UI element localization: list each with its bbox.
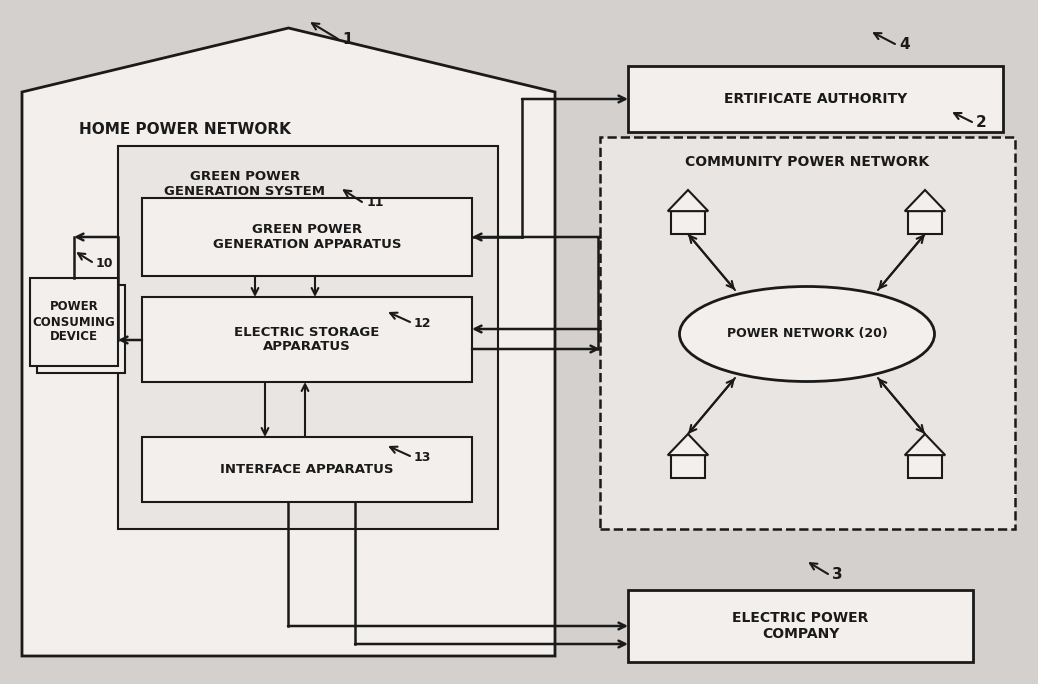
Bar (30, 278, 118, 366)
Text: POWER NETWORK (20): POWER NETWORK (20) (727, 328, 887, 341)
Text: ELECTRIC POWER
COMPANY: ELECTRIC POWER COMPANY (733, 611, 869, 641)
Text: ELECTRIC STORAGE
APPARATUS: ELECTRIC STORAGE APPARATUS (235, 326, 380, 354)
Bar (37, 285, 125, 373)
Text: COMMUNITY POWER NETWORK: COMMUNITY POWER NETWORK (685, 155, 929, 169)
Bar (628, 66, 1003, 132)
Polygon shape (905, 434, 946, 455)
Text: 1: 1 (342, 32, 353, 47)
Bar (600, 137, 1015, 529)
Polygon shape (667, 434, 708, 455)
Text: GREEN POWER
GENERATION APPARATUS: GREEN POWER GENERATION APPARATUS (213, 223, 402, 251)
Polygon shape (905, 190, 946, 211)
Text: 3: 3 (832, 567, 843, 582)
Ellipse shape (680, 287, 934, 382)
Text: ERTIFICATE AUTHORITY: ERTIFICATE AUTHORITY (723, 92, 907, 106)
Text: 13: 13 (414, 451, 432, 464)
Bar (142, 297, 472, 382)
Text: GREEN POWER
GENERATION SYSTEM: GREEN POWER GENERATION SYSTEM (164, 170, 326, 198)
Text: 12: 12 (414, 317, 432, 330)
Text: HOME POWER NETWORK: HOME POWER NETWORK (79, 122, 291, 137)
Text: 4: 4 (899, 37, 909, 52)
Bar (118, 146, 498, 529)
Text: 11: 11 (367, 196, 384, 209)
Polygon shape (22, 28, 555, 656)
Text: POWER
CONSUMING
DEVICE: POWER CONSUMING DEVICE (32, 300, 115, 343)
Bar (671, 455, 705, 478)
Bar (908, 455, 943, 478)
Text: INTERFACE APPARATUS: INTERFACE APPARATUS (220, 463, 393, 476)
Bar (671, 211, 705, 234)
Bar (908, 211, 943, 234)
Text: 10: 10 (95, 257, 113, 270)
Bar (628, 590, 973, 662)
Text: 2: 2 (976, 115, 987, 130)
Bar (142, 437, 472, 502)
Bar (142, 198, 472, 276)
Polygon shape (667, 190, 708, 211)
